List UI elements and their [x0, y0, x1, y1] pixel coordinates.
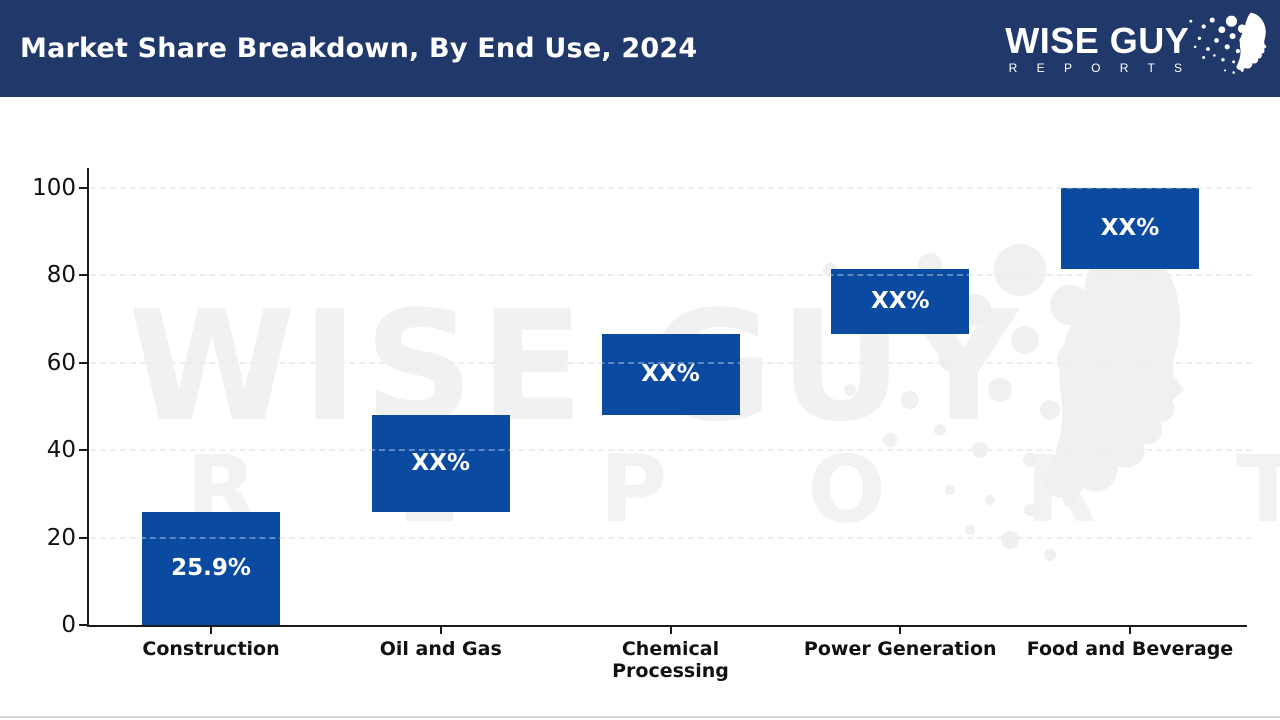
y-tick-label: 60: [46, 349, 76, 376]
category-label: Power Generation: [803, 638, 997, 660]
bar-segment: XX%: [831, 268, 970, 334]
y-tick-label: 20: [46, 524, 76, 551]
y-axis-line: [87, 168, 89, 627]
bar-segment: 25.9%: [142, 511, 280, 625]
y-tick-label: 100: [32, 174, 76, 201]
x-tick-mark: [669, 627, 672, 634]
x-axis-line: [87, 625, 1247, 627]
bar-segment: XX%: [601, 333, 740, 415]
x-tick-mark: [210, 627, 212, 634]
y-tick-label: 40: [46, 437, 76, 463]
y-tick-mark: [79, 186, 87, 189]
x-tick-mark: [1129, 627, 1131, 634]
logo-title: WISE GUY: [1005, 20, 1190, 61]
bar-value-label: XX%: [1100, 215, 1160, 242]
logo-face-icon: [1189, 12, 1267, 74]
bar-value-label: 25.9%: [171, 555, 251, 582]
y-gridline-overlay: [90, 274, 1252, 276]
bar-value-label: XX%: [641, 361, 700, 388]
category-label: Construction: [142, 638, 280, 660]
category-label: Chemical Processing: [612, 638, 729, 682]
bar-segment: XX%: [1061, 187, 1199, 269]
wise-guy-logo: WISE GUY R E P O R T S: [1005, 0, 1270, 97]
watermark-face-icon: [823, 230, 1184, 561]
y-gridline-overlay: [90, 186, 1252, 189]
header-bar: Market Share Breakdown, By End Use, 2024…: [0, 0, 1280, 97]
logo-subtitle: R E P O R T S: [1008, 61, 1190, 75]
y-tick-label: 0: [61, 612, 76, 638]
x-tick-mark: [439, 627, 442, 634]
y-tick-mark: [79, 624, 87, 626]
footer-divider: [0, 716, 1280, 718]
y-gridline: [90, 186, 1252, 189]
y-gridline: [90, 274, 1252, 276]
y-tick-mark: [79, 449, 87, 451]
y-gridline: [90, 449, 1252, 451]
y-tick-label: 80: [46, 262, 76, 288]
bar-segment: XX%: [371, 414, 510, 512]
category-label: Oil and Gas: [379, 638, 502, 660]
y-tick-mark: [79, 361, 87, 364]
bar-value-label: XX%: [870, 288, 930, 315]
x-tick-mark: [899, 627, 902, 634]
logo-wordmark: WISE GUY R E P O R T S: [1005, 20, 1190, 76]
y-gridline-overlay: [90, 536, 1252, 539]
y-tick-mark: [79, 536, 87, 539]
y-gridline: [90, 536, 1252, 539]
bar-value-label: XX%: [411, 450, 470, 477]
page-title: Market Share Breakdown, By End Use, 2024: [20, 33, 698, 64]
y-tick-mark: [79, 274, 87, 276]
category-label: Food and Beverage: [1026, 638, 1234, 660]
y-gridline-overlay: [90, 361, 1252, 364]
y-gridline-overlay: [90, 449, 1252, 451]
